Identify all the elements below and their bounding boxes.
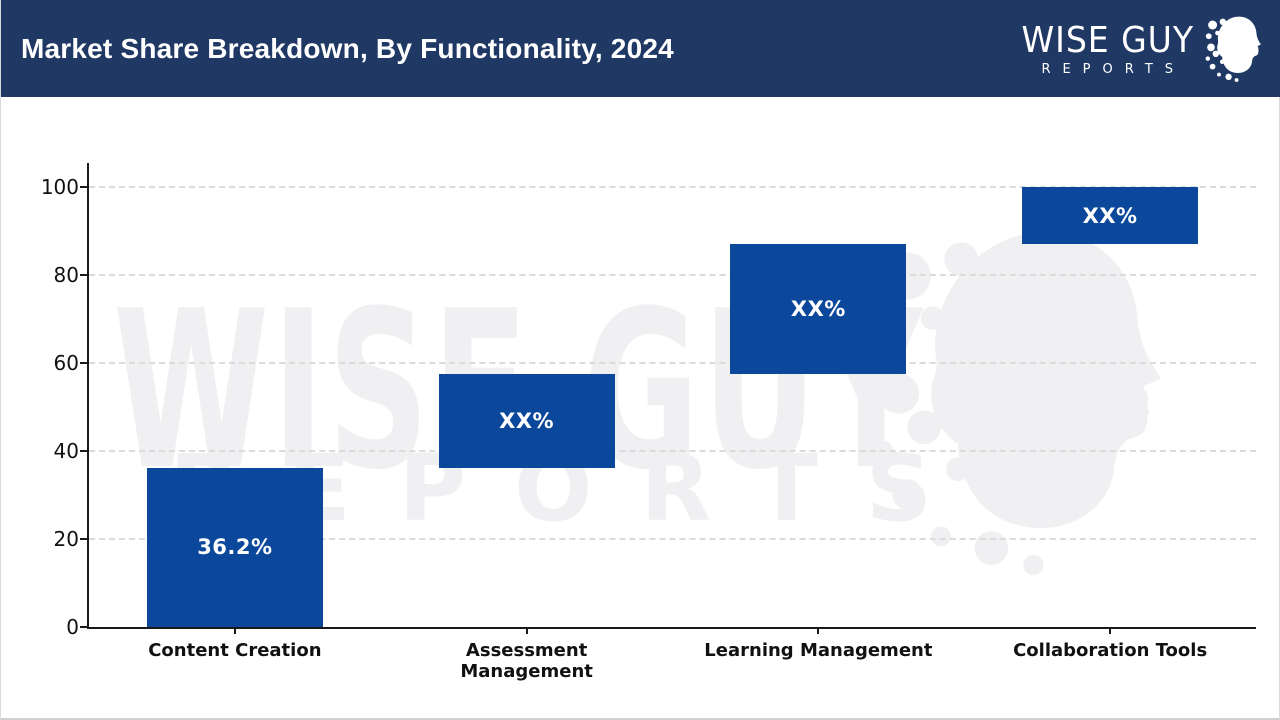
x-tick-0 bbox=[233, 627, 236, 634]
chart-plot-area: WISE GUY REPORTS 36.2% XX% XX% XX% 0 20 40 60 8… bbox=[1, 97, 1279, 718]
brand-logo-text: WISE GUY REPORTS bbox=[1014, 20, 1202, 77]
page-title: Market Share Breakdown, By Functionality… bbox=[21, 32, 674, 64]
y-tick-60 bbox=[80, 362, 87, 364]
x-tick-1 bbox=[525, 627, 528, 634]
y-tick-40 bbox=[80, 450, 87, 452]
x-axis-line bbox=[87, 627, 1256, 629]
y-tick-label-40: 40 bbox=[53, 439, 79, 463]
y-tick-0 bbox=[80, 626, 87, 628]
x-tick-3 bbox=[1109, 627, 1112, 634]
bar-value-label: XX% bbox=[790, 297, 846, 322]
gridline-20 bbox=[89, 538, 1256, 540]
bar-value-label: XX% bbox=[1082, 203, 1138, 228]
header-band: Market Share Breakdown, By Functionality… bbox=[1, 0, 1280, 97]
brand-name: WISE GUY bbox=[1021, 20, 1194, 61]
bar-assessment-management: XX% bbox=[438, 374, 615, 468]
brand-logo: WISE GUY REPORTS bbox=[1014, 11, 1268, 87]
gridline-100 bbox=[89, 186, 1256, 188]
y-tick-label-0: 0 bbox=[66, 615, 79, 639]
category-label-3: Collaboration Tools bbox=[1013, 640, 1208, 661]
bar-collaboration-tools: XX% bbox=[1022, 187, 1199, 245]
gridline-40 bbox=[89, 450, 1256, 452]
gridline-60 bbox=[89, 362, 1256, 364]
category-label-1: Assessment Management bbox=[460, 640, 593, 682]
dotted-head-logo-icon bbox=[1205, 16, 1261, 82]
y-tick-20 bbox=[80, 538, 87, 540]
y-tick-label-60: 60 bbox=[53, 351, 79, 375]
bar-content-creation: 36.2% bbox=[146, 467, 323, 627]
bar-value-label: XX% bbox=[499, 408, 555, 433]
y-axis-line bbox=[87, 163, 89, 629]
bar-value-label: 36.2% bbox=[197, 535, 273, 560]
brand-subname: REPORTS bbox=[1041, 62, 1186, 77]
y-tick-label-100: 100 bbox=[40, 175, 79, 199]
bar-learning-management: XX% bbox=[730, 244, 907, 374]
category-label-2: Learning Management bbox=[704, 640, 933, 661]
x-tick-2 bbox=[817, 627, 820, 634]
category-label-0: Content Creation bbox=[148, 640, 322, 661]
y-tick-100 bbox=[80, 186, 87, 188]
gridline-80 bbox=[89, 274, 1256, 276]
y-tick-80 bbox=[80, 274, 87, 276]
y-tick-label-80: 80 bbox=[53, 263, 79, 287]
y-tick-label-20: 20 bbox=[53, 527, 79, 551]
